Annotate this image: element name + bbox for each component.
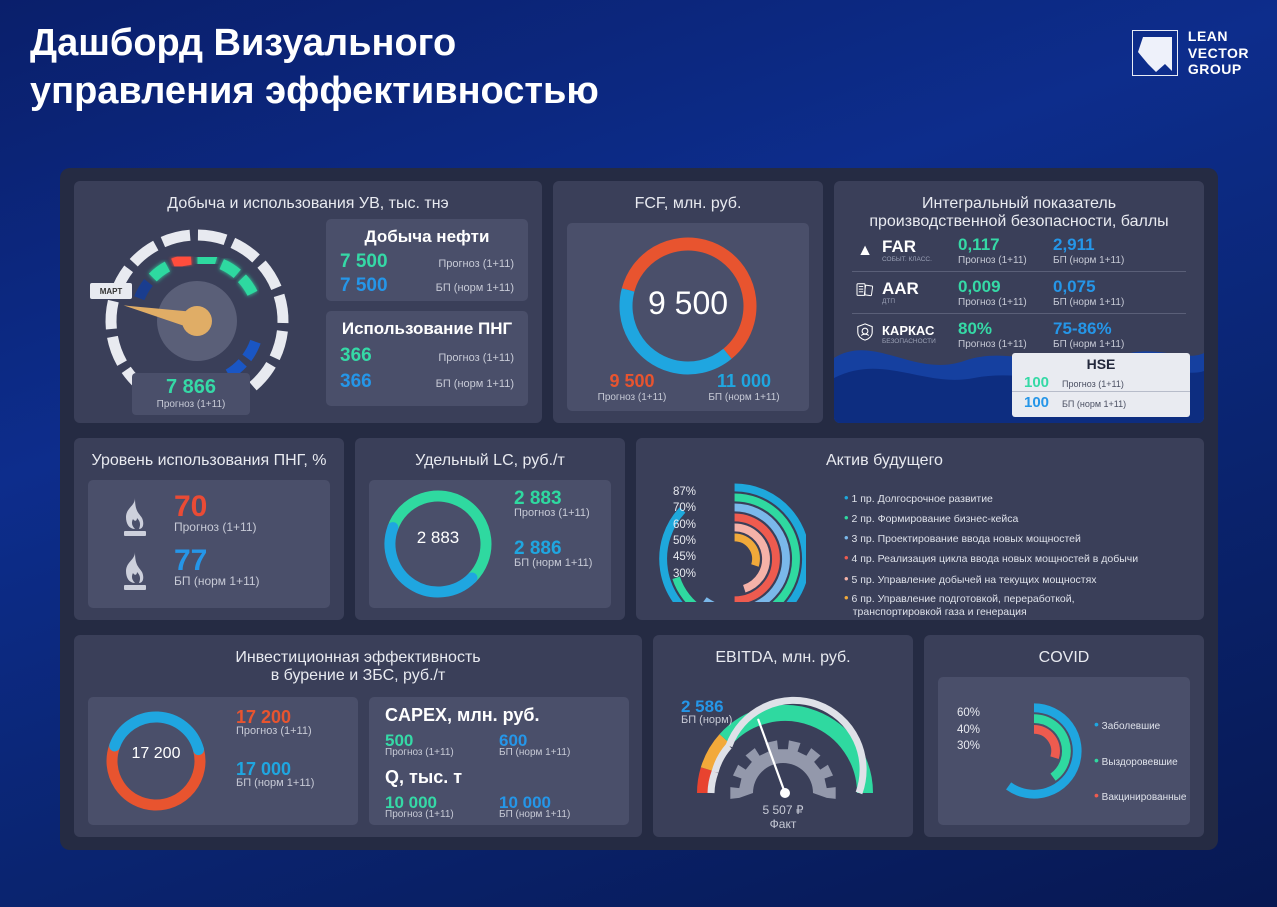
svg-text:МАРТ: МАРТ	[100, 287, 123, 296]
